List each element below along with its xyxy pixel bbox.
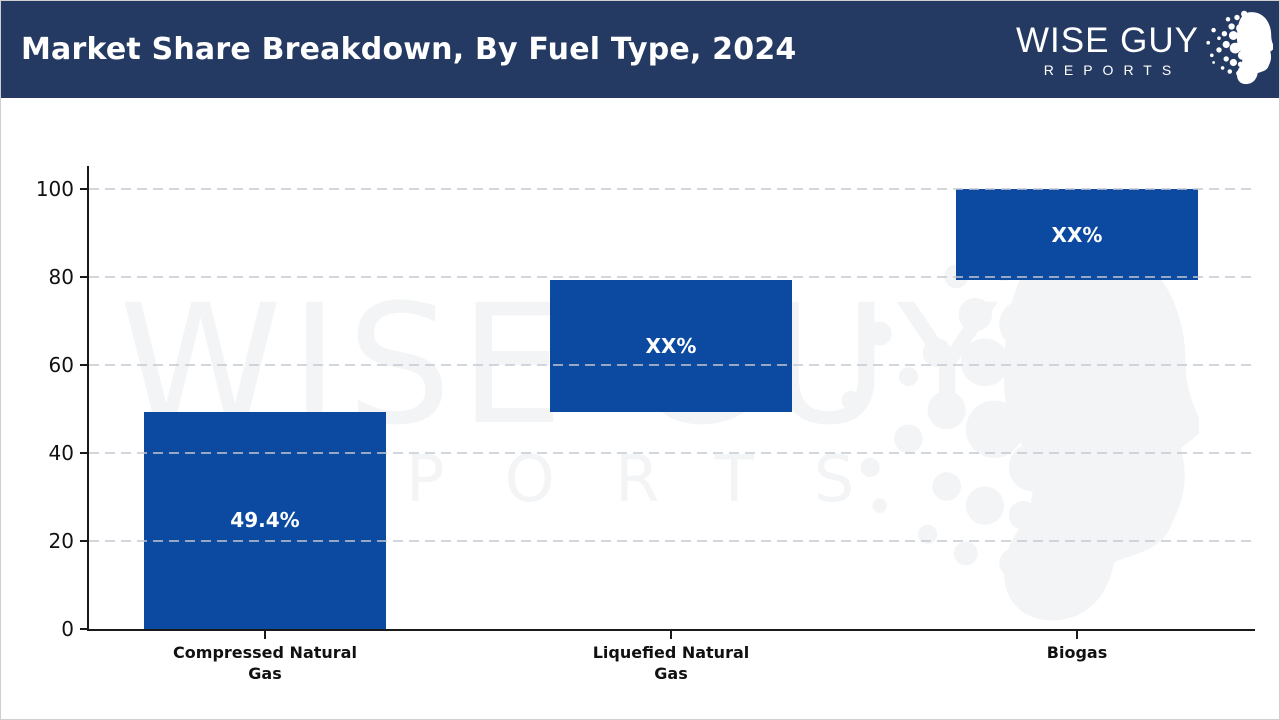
y-tick-mark: [80, 276, 88, 279]
x-category-label: Biogas: [907, 642, 1247, 663]
page-title: Market Share Breakdown, By Fuel Type, 20…: [21, 32, 797, 67]
gridline-80: [89, 276, 1253, 279]
y-tick-mark: [80, 452, 88, 455]
header-bar: Market Share Breakdown, By Fuel Type, 20…: [1, 1, 1279, 98]
logo-face-icon: [1206, 10, 1273, 85]
y-tick-label: 80: [48, 265, 74, 290]
bar-biogas: XX%: [956, 189, 1198, 281]
gridline-60: [89, 364, 1253, 367]
logo-wordmark: WISE GUY: [1015, 20, 1199, 60]
bar-compressed-natural-gas: 49.4%: [144, 411, 386, 629]
bar-value-label: XX%: [1051, 222, 1103, 247]
x-category-label-line: Gas: [248, 664, 282, 683]
logo-text: WISE GUY REPORTS: [1016, 21, 1199, 78]
y-tick-label: 60: [48, 353, 74, 378]
x-category-label-line: Liquefied Natural: [592, 643, 750, 662]
x-category-label: Compressed Natural Gas: [95, 642, 435, 684]
x-category-label-line: Gas: [654, 664, 688, 683]
bar-liquefied-natural-gas: XX%: [550, 280, 792, 412]
bar-value-label: 49.4%: [230, 508, 300, 533]
x-category-label-line: Compressed Natural: [173, 643, 357, 662]
gridline-100: [89, 188, 1253, 191]
y-tick-mark: [80, 188, 88, 191]
y-axis-line: [87, 166, 89, 631]
y-tick-label: 100: [35, 177, 74, 202]
x-tick-mark: [670, 631, 672, 639]
wise-guy-logo: WISE GUY REPORTS: [1016, 7, 1273, 91]
x-axis-line: [87, 629, 1255, 631]
gridline-20: [89, 540, 1253, 543]
x-category-label-line: Biogas: [1046, 643, 1108, 662]
x-tick-mark: [1076, 631, 1078, 639]
y-tick-label: 40: [48, 441, 74, 466]
x-tick-mark: [264, 631, 266, 639]
x-category-label: Liquefied Natural Gas: [501, 642, 841, 684]
bar-value-label: XX%: [645, 334, 697, 359]
y-tick-mark: [80, 628, 88, 630]
logo-subtitle: REPORTS: [1043, 61, 1182, 78]
y-tick-mark: [80, 364, 88, 367]
y-tick-label: 0: [61, 617, 74, 641]
y-tick-mark: [80, 540, 88, 543]
y-tick-label: 20: [48, 529, 74, 554]
watermark-face-icon: [841, 230, 1199, 621]
gridline-40: [89, 452, 1253, 455]
